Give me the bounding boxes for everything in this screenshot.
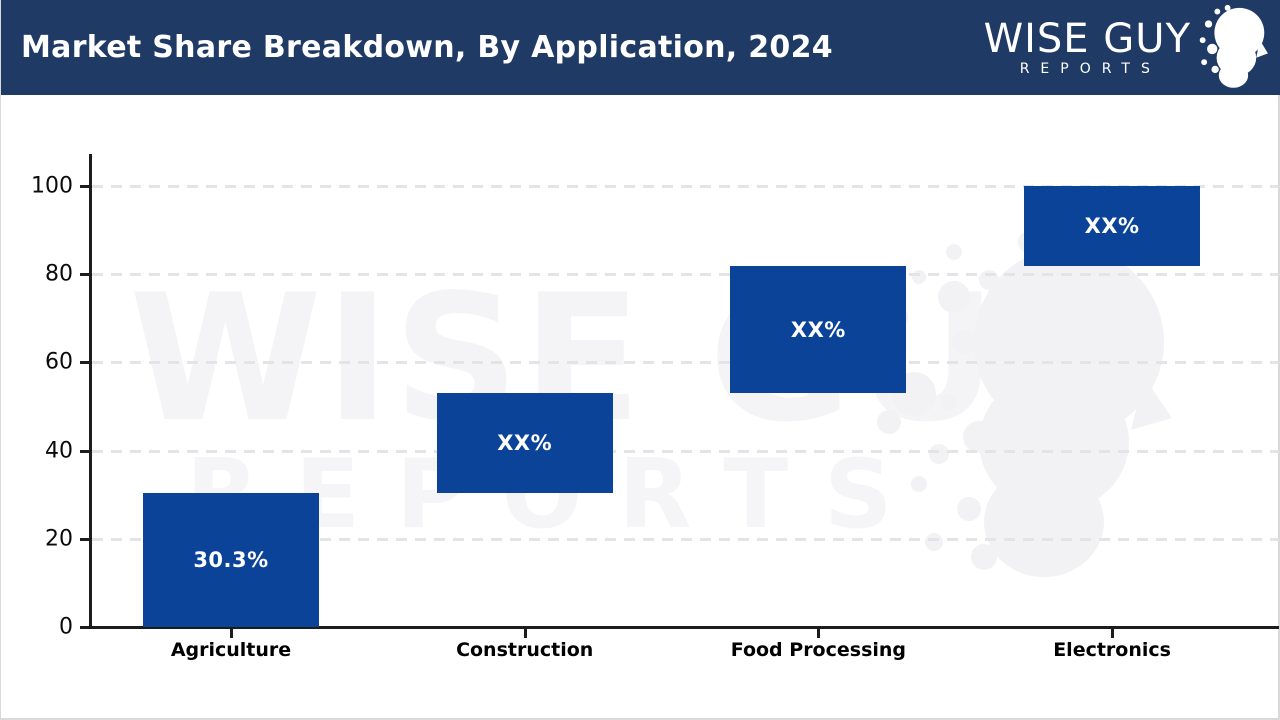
y-tick-mark — [80, 626, 89, 629]
gridline-80 — [92, 273, 1279, 277]
bar-food-processing: XX% — [730, 266, 907, 394]
brand-name: WISE GUY — [983, 16, 1191, 62]
bar-value-label: 30.3% — [193, 548, 269, 573]
x-category-label: Construction — [456, 639, 594, 661]
brand-logo-text: WISE GUY REPORTS — [984, 18, 1191, 77]
y-tick-label: 0 — [59, 614, 73, 640]
brand-logo: WISE GUY REPORTS — [984, 2, 1271, 94]
y-tick-label: 60 — [45, 349, 73, 375]
watermark-head-icon — [859, 222, 1179, 586]
gridline-40 — [92, 449, 1279, 453]
y-tick-mark — [80, 185, 89, 188]
brand-head-icon — [1193, 2, 1271, 94]
page-title: Market Share Breakdown, By Application, … — [21, 30, 833, 65]
bar-value-label: XX% — [497, 431, 553, 456]
gridline-60 — [92, 361, 1279, 365]
bar-value-label: XX% — [790, 317, 846, 342]
y-tick-mark — [80, 537, 89, 541]
bar-construction: XX% — [436, 393, 613, 494]
brand-subname: REPORTS — [1019, 61, 1161, 77]
x-category-label: Agriculture — [170, 639, 292, 661]
y-tick-label: 40 — [45, 438, 73, 464]
x-category-label: Food Processing — [730, 639, 907, 661]
x-tick-mark — [817, 629, 821, 638]
bar-agriculture: 30.3% — [143, 493, 319, 627]
gridline-20 — [92, 537, 1279, 541]
header-bar: Market Share Breakdown, By Application, … — [1, 0, 1280, 95]
gridline-100 — [92, 185, 1279, 188]
bar-value-label: XX% — [1084, 214, 1140, 239]
y-tick-label: 100 — [31, 173, 73, 199]
x-tick-mark — [230, 629, 233, 638]
x-axis-line — [89, 626, 1279, 629]
y-tick-label: 80 — [45, 261, 73, 287]
y-tick-mark — [80, 273, 89, 277]
y-tick-label: 20 — [45, 526, 73, 552]
x-tick-mark — [523, 629, 527, 638]
bar-electronics: XX% — [1024, 186, 1201, 267]
y-axis-line — [89, 154, 92, 629]
y-tick-mark — [80, 361, 89, 365]
y-tick-mark — [80, 449, 89, 453]
x-tick-mark — [1111, 629, 1115, 638]
x-category-label: Electronics — [1053, 639, 1171, 661]
